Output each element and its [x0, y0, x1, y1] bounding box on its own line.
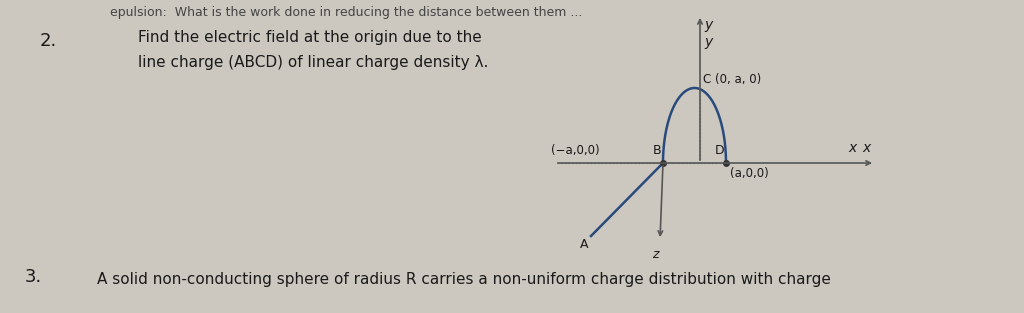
- Text: line charge (ABCD) of linear charge density λ.: line charge (ABCD) of linear charge dens…: [138, 55, 488, 70]
- Text: x: x: [862, 141, 870, 155]
- Text: y: y: [705, 18, 713, 32]
- Text: (a,0,0): (a,0,0): [730, 167, 769, 180]
- Text: A: A: [580, 238, 588, 251]
- Text: B: B: [652, 144, 662, 157]
- Text: z: z: [652, 248, 658, 261]
- Text: (−a,0,0): (−a,0,0): [551, 144, 600, 157]
- Text: 3.: 3.: [25, 268, 42, 286]
- Text: C (0, a, 0): C (0, a, 0): [703, 73, 761, 86]
- Text: epulsion:  What is the work done in reducing the distance between them ...: epulsion: What is the work done in reduc…: [110, 6, 583, 19]
- Text: y: y: [705, 35, 713, 49]
- Text: D: D: [715, 144, 724, 157]
- Text: A solid non-conducting sphere of radius R carries a non-uniform charge distribut: A solid non-conducting sphere of radius …: [97, 272, 830, 287]
- Text: Find the electric field at the origin due to the: Find the electric field at the origin du…: [138, 30, 481, 45]
- Text: 2.: 2.: [40, 32, 57, 50]
- Text: x: x: [848, 141, 856, 155]
